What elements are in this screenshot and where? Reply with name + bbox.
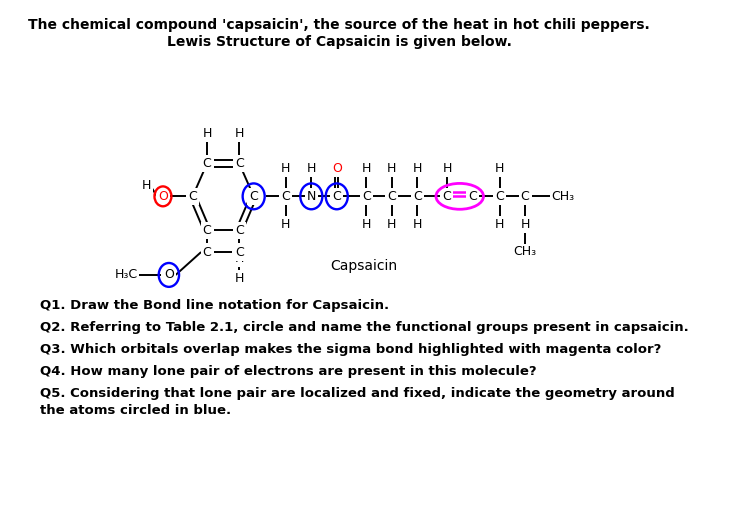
Text: H: H bbox=[281, 162, 291, 175]
Text: Q4. How many lone pair of electrons are present in this molecule?: Q4. How many lone pair of electrons are … bbox=[40, 365, 536, 378]
Text: C: C bbox=[203, 245, 212, 258]
Text: H: H bbox=[442, 162, 452, 175]
Text: H: H bbox=[235, 272, 244, 286]
Text: C: C bbox=[235, 224, 244, 237]
Text: Q5. Considering that lone pair are localized and fixed, indicate the geometry ar: Q5. Considering that lone pair are local… bbox=[40, 387, 675, 400]
Text: H: H bbox=[412, 218, 422, 231]
Text: C: C bbox=[495, 190, 504, 203]
Text: H: H bbox=[412, 162, 422, 175]
Text: C: C bbox=[413, 190, 422, 203]
Text: H: H bbox=[495, 162, 504, 175]
Text: H: H bbox=[202, 127, 212, 140]
Text: the atoms circled in blue.: the atoms circled in blue. bbox=[40, 404, 231, 417]
Text: H: H bbox=[281, 218, 291, 231]
Text: H₃C: H₃C bbox=[115, 268, 138, 281]
Text: H: H bbox=[387, 162, 397, 175]
Text: C: C bbox=[203, 224, 212, 237]
Text: Q2. Referring to Table 2.1, circle and name the functional groups present in cap: Q2. Referring to Table 2.1, circle and n… bbox=[40, 321, 689, 334]
Text: C: C bbox=[282, 190, 291, 203]
Text: N: N bbox=[307, 190, 316, 203]
Text: O: O bbox=[332, 162, 342, 175]
Text: C: C bbox=[235, 157, 244, 170]
Text: H: H bbox=[387, 218, 397, 231]
Text: Q1. Draw the Bond line notation for Capsaicin.: Q1. Draw the Bond line notation for Caps… bbox=[40, 299, 389, 312]
Text: O: O bbox=[164, 268, 174, 281]
Text: H: H bbox=[235, 127, 244, 140]
Text: The chemical compound 'capsaicin', the source of the heat in hot chili peppers.: The chemical compound 'capsaicin', the s… bbox=[28, 18, 650, 32]
Text: O: O bbox=[158, 190, 168, 203]
Text: C: C bbox=[388, 190, 396, 203]
Text: H: H bbox=[362, 218, 372, 231]
Text: CH₃: CH₃ bbox=[551, 190, 574, 203]
Text: CH₃: CH₃ bbox=[513, 244, 536, 257]
Text: C: C bbox=[521, 190, 529, 203]
Text: Capsaicin: Capsaicin bbox=[331, 259, 398, 273]
Text: H: H bbox=[495, 218, 504, 231]
Text: H: H bbox=[520, 218, 530, 231]
Text: C: C bbox=[250, 190, 258, 203]
Text: C: C bbox=[188, 190, 197, 203]
Text: H: H bbox=[141, 179, 151, 192]
Text: C: C bbox=[235, 245, 244, 258]
Text: Q3. Which orbitals overlap makes the sigma bond highlighted with magenta color?: Q3. Which orbitals overlap makes the sig… bbox=[40, 343, 661, 356]
Text: C: C bbox=[332, 190, 341, 203]
Text: H: H bbox=[362, 162, 372, 175]
Text: Lewis Structure of Capsaicin is given below.: Lewis Structure of Capsaicin is given be… bbox=[167, 35, 512, 49]
Text: C: C bbox=[468, 190, 477, 203]
Text: C: C bbox=[203, 157, 212, 170]
Text: C: C bbox=[443, 190, 452, 203]
Text: H: H bbox=[307, 162, 316, 175]
Text: C: C bbox=[362, 190, 371, 203]
Text: H: H bbox=[235, 252, 244, 265]
